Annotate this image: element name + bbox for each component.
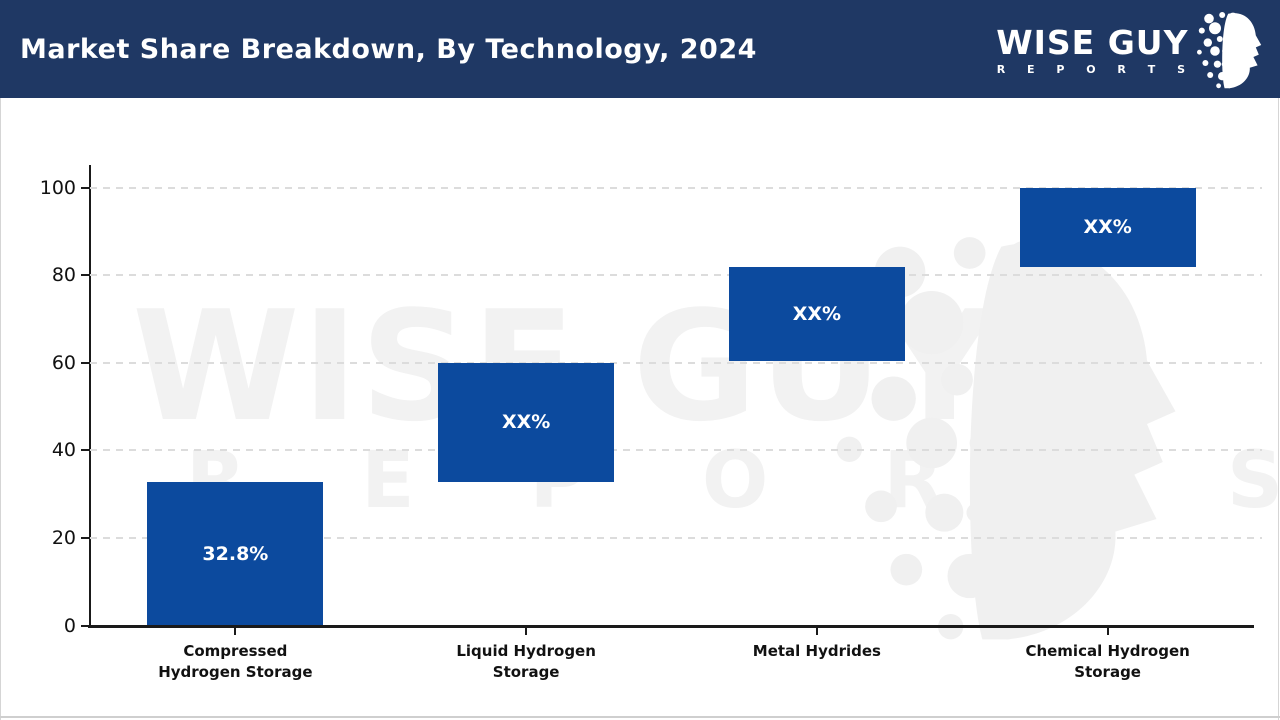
gridline-y-40: [90, 449, 1262, 452]
y-tick-mark: [81, 274, 90, 277]
page-border-bottom: [0, 716, 1280, 718]
gridline-y-60: [90, 361, 1262, 364]
gridline-y-100: [90, 186, 1262, 189]
x-axis-category-label: Metal Hydrides: [752, 642, 881, 660]
y-tick-label: 40: [51, 439, 76, 462]
y-tick-mark: [81, 361, 90, 364]
y-tick-label: 0: [63, 614, 76, 637]
x-tick-mark: [234, 626, 237, 635]
x-axis-category-label: Compressed Hydrogen Storage: [158, 642, 313, 681]
wise-guy-logo: WISE GUY R E P O R T S: [991, 8, 1266, 94]
bar-value-label: XX%: [501, 411, 551, 434]
gridline-y-20: [90, 536, 1262, 539]
bar-1: [147, 481, 324, 626]
logo-face-dots-icon: [1197, 12, 1262, 89]
y-tick-label: 100: [39, 176, 76, 199]
y-axis-spine: [89, 165, 91, 627]
logo-text: WISE GUY R E P O R T S: [991, 26, 1194, 76]
x-axis-category-label: Chemical Hydrogen Storage: [1025, 642, 1190, 681]
bar-value-label: 32.8%: [202, 542, 269, 565]
logo-subtitle: R E P O R T S: [996, 62, 1194, 76]
x-axis-category-label: Liquid Hydrogen Storage: [456, 642, 596, 681]
y-tick-mark: [81, 449, 90, 452]
bar-value-label: XX%: [1083, 216, 1132, 239]
x-tick-mark: [1106, 626, 1109, 635]
x-tick-mark: [525, 626, 528, 635]
header-bar: Market Share Breakdown, By Technology, 2…: [0, 0, 1280, 98]
y-tick-label: 20: [51, 526, 76, 549]
bar-value-label: XX%: [792, 302, 842, 325]
y-tick-label: 80: [51, 264, 76, 287]
logo-title: WISE GUY: [996, 23, 1189, 63]
x-axis-spine: [88, 625, 1254, 628]
page-title: Market Share Breakdown, By Technology, 2…: [20, 33, 757, 65]
page-border-left: [0, 98, 1, 720]
bar-4: [1019, 187, 1196, 267]
y-tick-label: 60: [51, 351, 76, 374]
bar-2: [438, 362, 615, 482]
gridline-y-80: [90, 274, 1262, 277]
bar-3: [728, 266, 905, 361]
x-tick-mark: [815, 626, 818, 635]
y-tick-mark: [81, 536, 90, 539]
y-tick-mark: [81, 624, 90, 627]
page-border-right: [1278, 98, 1279, 720]
y-tick-mark: [81, 186, 90, 189]
